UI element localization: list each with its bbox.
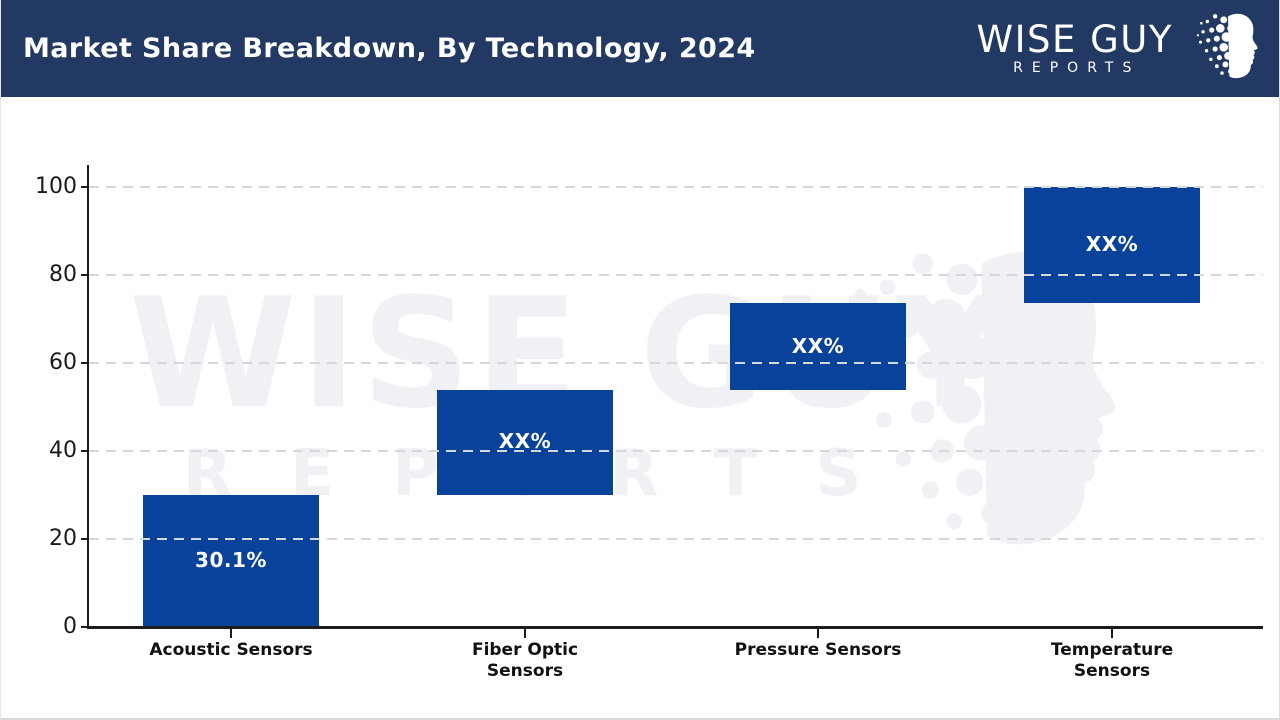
bar-1 bbox=[437, 389, 613, 495]
header-bar: Market Share Breakdown, By Technology, 2… bbox=[1, 0, 1279, 97]
brand-logo: WISE GUY REPORTS bbox=[977, 8, 1265, 90]
y-tick-label-0: 0 bbox=[63, 614, 77, 639]
chart-area: WISE GUY REPORTS 30.1%XX%XX%XX% 02040608… bbox=[1, 97, 1279, 718]
x-category-label-1: Fiber Optic Sensors bbox=[471, 640, 579, 681]
bar-3 bbox=[1024, 187, 1200, 304]
x-category-label-3: Temperature Sensors bbox=[1050, 640, 1174, 681]
chart-title: Market Share Breakdown, By Technology, 2… bbox=[23, 33, 756, 64]
x-tick-mark-3 bbox=[1111, 629, 1113, 638]
y-tick-mark-20 bbox=[81, 538, 89, 540]
x-tick-mark-2 bbox=[817, 629, 819, 638]
y-tick-label-80: 80 bbox=[49, 262, 77, 287]
logo-face-icon bbox=[1179, 8, 1265, 90]
y-tick-mark-0 bbox=[81, 626, 89, 628]
brand-subname: REPORTS bbox=[1013, 60, 1141, 76]
brand-name: WISE GUY bbox=[976, 18, 1173, 61]
x-axis-spine bbox=[87, 626, 1263, 629]
y-tick-mark-60 bbox=[81, 362, 89, 364]
y-tick-mark-100 bbox=[81, 186, 89, 188]
y-axis-spine bbox=[87, 165, 89, 629]
x-category-label-2: Pressure Sensors bbox=[734, 640, 902, 660]
brand-logo-text: WISE GUY REPORTS bbox=[976, 18, 1173, 77]
bar-value-label-2: XX% bbox=[791, 333, 845, 358]
bar-0 bbox=[143, 494, 319, 627]
y-tick-label-20: 20 bbox=[49, 526, 77, 551]
bar-2 bbox=[730, 303, 906, 390]
axis-layer: 0 20 40 60 80 100 Acoustic Sensors Fiber Optic … bbox=[1, 97, 1279, 718]
y-tick-mark-80 bbox=[81, 274, 89, 276]
y-tick-mark-40 bbox=[81, 450, 89, 452]
y-tick-label-100: 100 bbox=[35, 174, 77, 199]
bars-layer: 30.1% XX% XX% XX% bbox=[1, 97, 1279, 718]
bar-value-label-3: XX% bbox=[1085, 232, 1139, 257]
bar-value-label-0: 30.1% bbox=[195, 547, 267, 572]
y-tick-label-60: 60 bbox=[49, 350, 77, 375]
x-tick-mark-1 bbox=[524, 629, 526, 638]
bar-value-label-1: XX% bbox=[498, 429, 552, 454]
x-tick-mark-0 bbox=[230, 629, 232, 638]
y-tick-label-40: 40 bbox=[49, 438, 77, 463]
x-category-label-0: Acoustic Sensors bbox=[149, 640, 313, 660]
